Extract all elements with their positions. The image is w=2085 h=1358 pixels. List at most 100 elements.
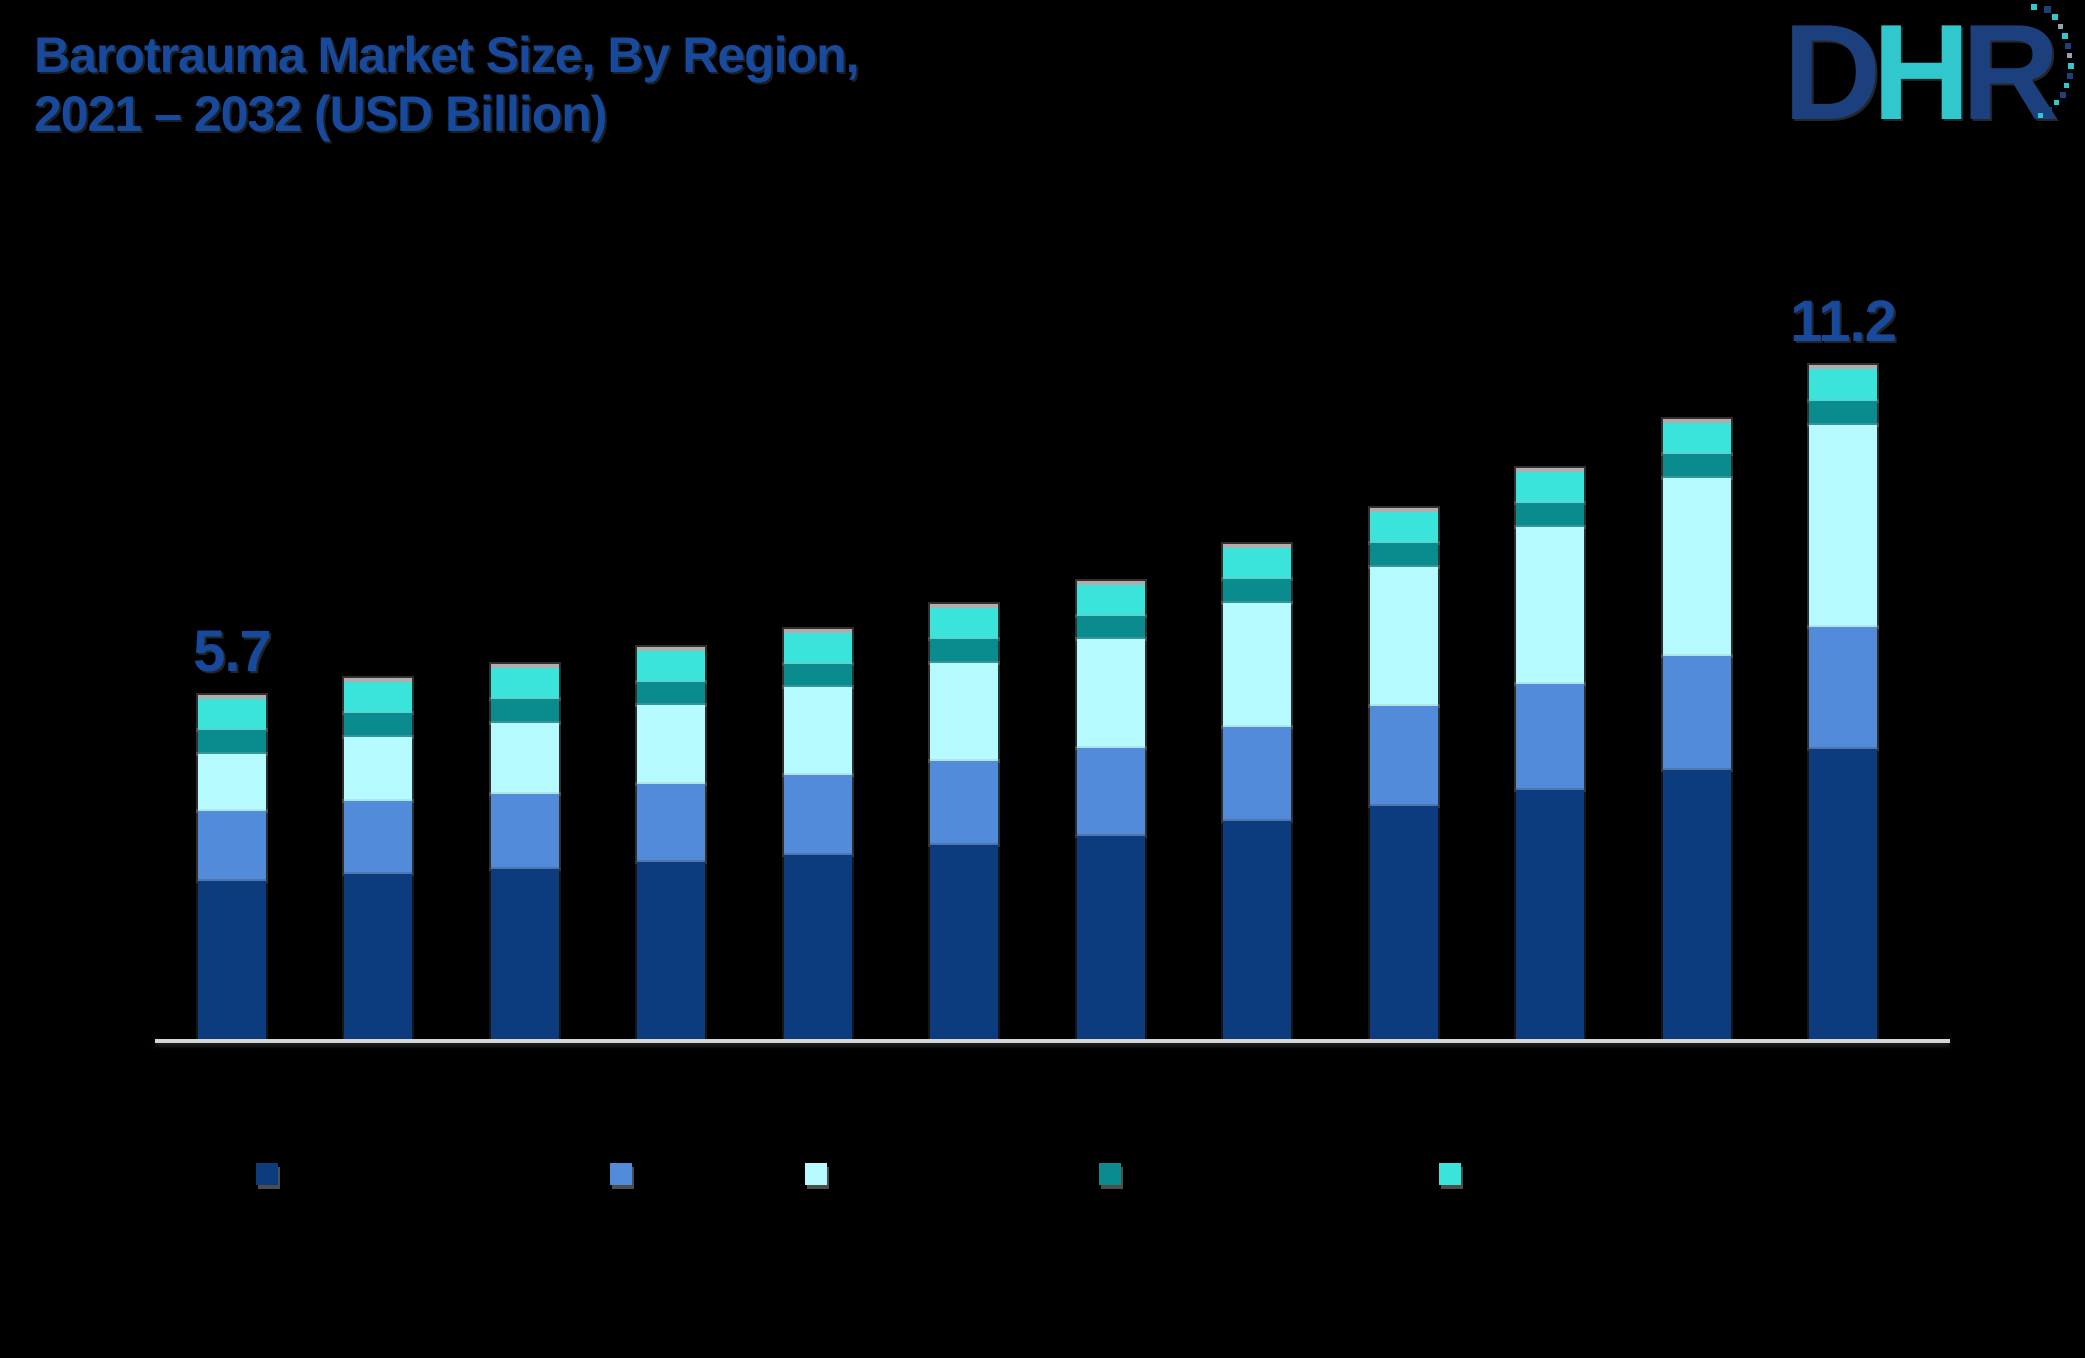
bar-segment-pale-cyan — [1223, 603, 1291, 727]
bar-segment-pale-cyan — [198, 754, 266, 811]
bar-segment-navy — [1809, 749, 1877, 1041]
bar-segment-medium-blue — [198, 811, 266, 881]
bar-2025 — [784, 629, 852, 1041]
bar-segment-turquoise — [637, 647, 705, 682]
sparkle-dot-icon — [2044, 6, 2051, 13]
legend-swatch-teal — [1099, 1163, 1121, 1185]
bar-segment-navy — [637, 862, 705, 1041]
bar-segment-turquoise — [1809, 365, 1877, 401]
bar-segment-teal — [1370, 543, 1438, 567]
bar-segment-pale-cyan — [1809, 425, 1877, 627]
dhr-logo: DHR — [1783, 4, 2083, 144]
bar-segment-turquoise — [1516, 468, 1584, 503]
bar-2032 — [1809, 365, 1877, 1041]
bar-segment-pale-cyan — [1370, 567, 1438, 706]
bar-segment-pale-cyan — [491, 723, 559, 794]
bar-segment-navy — [1516, 790, 1584, 1041]
bar-segment-teal — [637, 682, 705, 705]
bar-segment-medium-blue — [1809, 627, 1877, 749]
bar-segment-navy — [930, 845, 998, 1041]
bar-segment-teal — [930, 639, 998, 663]
bar-segment-pale-cyan — [637, 705, 705, 784]
bar-segment-teal — [491, 699, 559, 723]
x-axis-line — [155, 1039, 1950, 1043]
bar-2030 — [1516, 468, 1584, 1041]
bar-segment-turquoise — [784, 629, 852, 664]
bar-segment-medium-blue — [491, 794, 559, 869]
bar-segment-turquoise — [1663, 419, 1731, 454]
legend-swatch-navy — [256, 1163, 278, 1185]
bar-segment-teal — [1516, 503, 1584, 527]
sparkle-dot-icon — [2068, 63, 2074, 69]
bar-segment-medium-blue — [1663, 656, 1731, 770]
bar-segment-turquoise — [344, 678, 412, 713]
bar-segment-pale-cyan — [1663, 478, 1731, 656]
bar-segment-navy — [1223, 821, 1291, 1041]
bar-segment-medium-blue — [1370, 706, 1438, 806]
bar-2028 — [1223, 544, 1291, 1041]
bar-segment-teal — [344, 713, 412, 737]
sparkle-dot-icon — [2067, 73, 2073, 79]
chart-title-line1: Barotrauma Market Size, By Region, — [34, 27, 860, 83]
bar-segment-medium-blue — [930, 761, 998, 845]
bar-segment-teal — [784, 664, 852, 687]
logo-sparkle-burst-icon — [2013, 2, 2085, 124]
legend-swatch-pale-cyan — [805, 1163, 827, 1185]
sparkle-dot-icon — [2046, 107, 2052, 113]
bar-segment-turquoise — [198, 695, 266, 730]
bar-segment-pale-cyan — [1077, 639, 1145, 748]
sparkle-dot-icon — [2054, 100, 2059, 105]
chart-title-line2: 2021 – 2032 (USD Billion) — [34, 86, 607, 142]
bar-segment-navy — [198, 881, 266, 1041]
legend-swatch-medium-blue — [610, 1163, 632, 1185]
sparkle-dot-icon — [2031, 4, 2037, 10]
bar-segment-pale-cyan — [784, 687, 852, 775]
bar-segment-turquoise — [930, 604, 998, 639]
sparkle-dot-icon — [2067, 53, 2072, 58]
bar-segment-navy — [1077, 836, 1145, 1041]
bar-segment-navy — [344, 874, 412, 1041]
sparkle-dot-icon — [2052, 14, 2058, 20]
bar-segment-teal — [1223, 579, 1291, 603]
sparkle-dot-icon — [2038, 113, 2043, 118]
bar-segment-medium-blue — [784, 775, 852, 855]
logo-letters: DHR — [1783, 4, 2060, 140]
bar-2029 — [1370, 508, 1438, 1041]
bar-segment-turquoise — [1223, 544, 1291, 579]
logo-letter-d: D — [1783, 0, 1881, 148]
bar-2021 — [198, 695, 266, 1041]
chart-title: Barotrauma Market Size, By Region, 2021 … — [34, 26, 860, 144]
logo-letter-r: R — [1961, 0, 2059, 148]
bar-segment-turquoise — [1370, 508, 1438, 543]
bar-segment-turquoise — [491, 664, 559, 699]
bar-segment-pale-cyan — [344, 737, 412, 801]
bar-2022 — [344, 678, 412, 1041]
bar-segment-medium-blue — [1223, 727, 1291, 821]
bar-segment-navy — [491, 869, 559, 1041]
bar-2027 — [1077, 581, 1145, 1041]
sparkle-dot-icon — [2058, 24, 2063, 29]
value-label-first-bar: 5.7 — [193, 619, 272, 684]
bar-segment-teal — [1809, 401, 1877, 425]
bar-segment-pale-cyan — [1516, 527, 1584, 684]
bar-segment-medium-blue — [1516, 684, 1584, 790]
sparkle-dot-icon — [2065, 43, 2071, 49]
bar-segment-medium-blue — [344, 801, 412, 874]
bar-2024 — [637, 647, 705, 1041]
bar-segment-pale-cyan — [930, 663, 998, 761]
bar-segment-navy — [1370, 806, 1438, 1041]
sparkle-dot-icon — [2062, 33, 2068, 39]
bar-segment-turquoise — [1077, 581, 1145, 616]
legend-swatch-turquoise — [1439, 1163, 1461, 1185]
sparkle-dot-icon — [2064, 83, 2069, 88]
bar-segment-teal — [1077, 616, 1145, 639]
logo-letter-h: H — [1872, 0, 1970, 148]
bar-segment-navy — [1663, 770, 1731, 1041]
value-label-last-bar: 11.2 — [1790, 289, 1897, 354]
bar-2023 — [491, 664, 559, 1041]
bar-segment-medium-blue — [1077, 748, 1145, 836]
bar-2031 — [1663, 419, 1731, 1041]
